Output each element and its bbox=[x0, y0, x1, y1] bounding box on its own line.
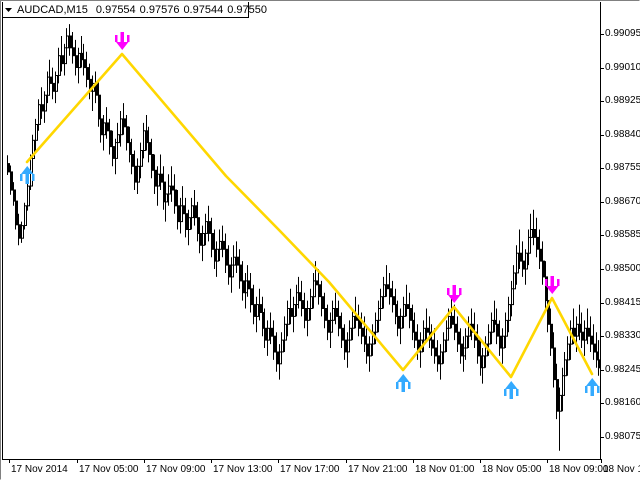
price-tick-label: 0.98075 bbox=[605, 431, 640, 442]
price-tick bbox=[600, 135, 604, 136]
price-tick bbox=[600, 68, 604, 69]
time-tick-label: 18 Nov 01:00 bbox=[415, 464, 475, 475]
time-tick bbox=[211, 459, 212, 463]
price-scale[interactable]: 0.99095 0.99010 0.98925 0.98840 0.98755 0.986… bbox=[600, 0, 640, 480]
time-tick bbox=[278, 459, 279, 463]
time-scale[interactable]: 17 Nov 2014 17 Nov 05:00 17 Nov 09:00 17 No… bbox=[0, 459, 640, 480]
time-axis-line bbox=[2, 459, 601, 460]
price-tick bbox=[600, 101, 604, 102]
time-tick bbox=[547, 459, 548, 463]
symbol-info-bar: AUDCAD,M15 0.97554 0.97576 0.97544 0.975… bbox=[3, 3, 271, 16]
time-tick-label: 17 Nov 2014 bbox=[11, 464, 68, 475]
price-tick bbox=[600, 34, 604, 35]
header-separator bbox=[2, 17, 249, 18]
price-tick-label: 0.98585 bbox=[605, 229, 640, 240]
price-tick-label: 0.98755 bbox=[605, 162, 640, 173]
price-tick-label: 0.98925 bbox=[605, 95, 640, 106]
price-tick bbox=[600, 437, 604, 438]
quote-open: 0.97554 bbox=[95, 3, 136, 16]
price-tick-label: 0.98840 bbox=[605, 129, 640, 140]
quote-low: 0.97544 bbox=[183, 3, 224, 16]
chevron-down-icon[interactable] bbox=[3, 4, 14, 15]
price-tick-label: 0.99010 bbox=[605, 62, 640, 73]
indicator-overlay bbox=[20, 32, 600, 399]
quote-high: 0.97576 bbox=[139, 3, 180, 16]
time-tick-label: 17 Nov 21:00 bbox=[348, 464, 408, 475]
time-tick bbox=[346, 459, 347, 463]
time-tick bbox=[9, 459, 10, 463]
time-tick bbox=[413, 459, 414, 463]
price-tick bbox=[600, 202, 604, 203]
time-tick bbox=[77, 459, 78, 463]
price-axis-line bbox=[600, 2, 601, 459]
time-tick-label: 18 Nov 05:00 bbox=[482, 464, 542, 475]
price-tick-label: 0.98670 bbox=[605, 196, 640, 207]
time-tick-label: 18 Nov 09:00 bbox=[549, 464, 609, 475]
price-tick-label: 0.99095 bbox=[605, 28, 640, 39]
price-tick-label: 0.98415 bbox=[605, 297, 640, 308]
price-tick-label: 0.98160 bbox=[605, 397, 640, 408]
price-plot-area[interactable] bbox=[3, 19, 600, 459]
price-tick bbox=[600, 370, 604, 371]
time-tick bbox=[144, 459, 145, 463]
time-tick-label: 17 Nov 17:00 bbox=[280, 464, 340, 475]
time-tick-label: 17 Nov 09:00 bbox=[146, 464, 206, 475]
price-tick bbox=[600, 336, 604, 337]
symbol-label: AUDCAD,M15 bbox=[17, 3, 88, 16]
time-tick-label: 18 Nov 13:00 bbox=[603, 464, 640, 475]
price-tick-label: 0.98500 bbox=[605, 263, 640, 274]
price-tick bbox=[600, 269, 604, 270]
price-tick bbox=[600, 303, 604, 304]
time-tick bbox=[601, 459, 602, 463]
price-tick bbox=[600, 235, 604, 236]
time-tick-label: 17 Nov 13:00 bbox=[213, 464, 273, 475]
price-tick bbox=[600, 168, 604, 169]
price-tick bbox=[600, 403, 604, 404]
price-tick-label: 0.98330 bbox=[605, 330, 640, 341]
price-tick-label: 0.98245 bbox=[605, 364, 640, 375]
left-axis-line bbox=[2, 2, 3, 460]
header-separator-right bbox=[248, 2, 249, 18]
quote-close: 0.97550 bbox=[227, 3, 267, 16]
time-tick bbox=[480, 459, 481, 463]
time-tick-label: 17 Nov 05:00 bbox=[79, 464, 139, 475]
